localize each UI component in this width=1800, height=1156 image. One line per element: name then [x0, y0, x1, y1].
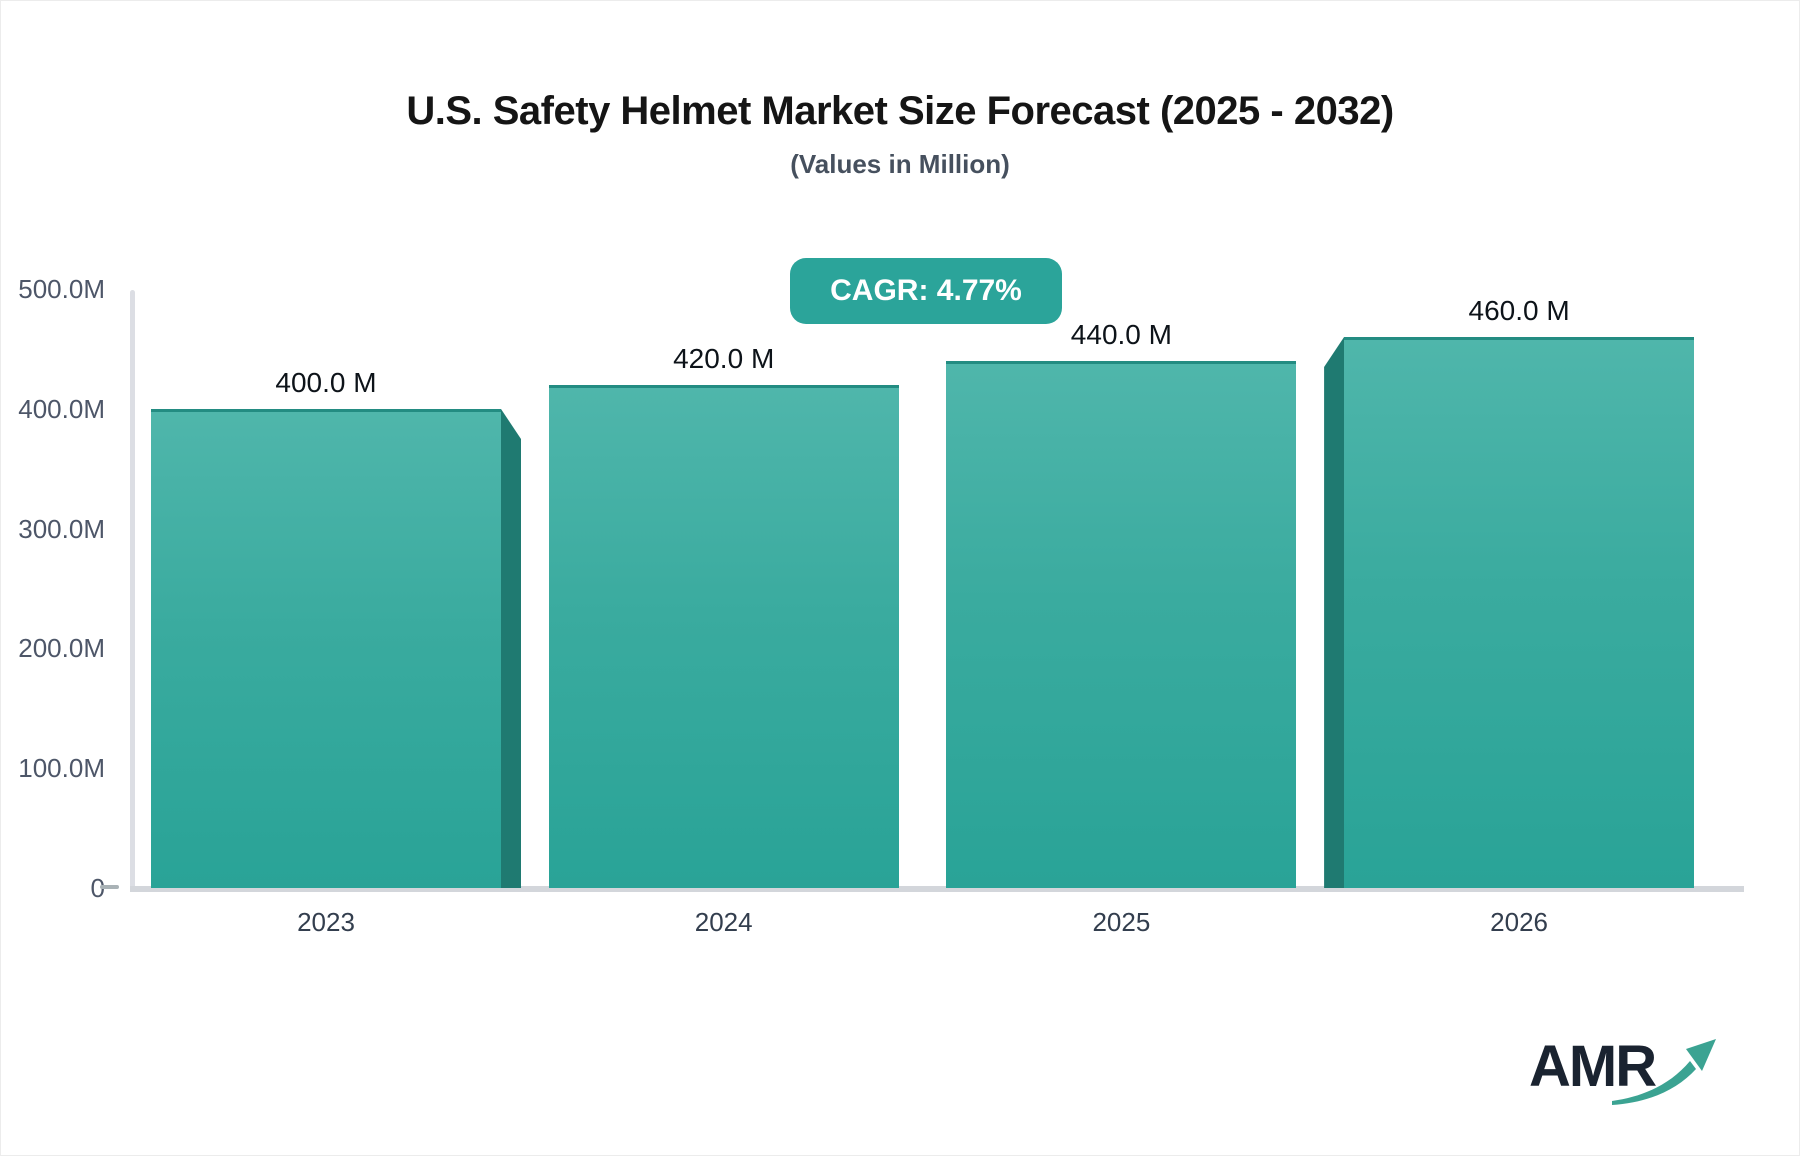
chart-subtitle: (Values in Million) [790, 149, 1010, 179]
y-axis-line [130, 290, 135, 889]
x-axis-label: 2025 [1092, 907, 1151, 937]
bar-3d-edge [1324, 337, 1345, 888]
x-axis-line [130, 886, 1744, 892]
growth-arrow-icon [1612, 1039, 1716, 1105]
bar-value-label: 420.0 M [673, 343, 775, 374]
x-axis-label: 2024 [694, 907, 753, 937]
x-axis-label: 2023 [297, 907, 355, 937]
y-axis-tick-label: 200.0M [18, 633, 105, 664]
bar-value-label: 440.0 M [1070, 319, 1172, 350]
y-axis-tick-label: 100.0M [18, 753, 105, 784]
zero-tick-mark [100, 885, 119, 889]
chart-title: U.S. Safety Helmet Market Size Forecast … [406, 89, 1394, 133]
bar-2023 [151, 409, 501, 888]
amr-logo-text: AMR [1529, 1034, 1657, 1099]
y-axis-tick-label: 400.0M [18, 393, 105, 424]
y-axis-tick-labels: 500.0M 400.0M 300.0M 200.0M 100.0M 0 [1, 1, 105, 1155]
bar-value-label: 460.0 M [1468, 295, 1570, 326]
y-axis-tick-label: 300.0M [18, 513, 105, 544]
bar-value-label: 400.0 M [275, 367, 377, 398]
bar-2026 [1344, 337, 1695, 888]
y-axis-tick-label: 0 [90, 873, 105, 903]
bar-2024 [548, 385, 899, 888]
x-axis-label: 2026 [1490, 907, 1549, 937]
bar-2025 [946, 361, 1297, 888]
cagr-badge: CAGR: 4.77% [790, 258, 1062, 324]
y-axis-tick-label: 500.0M [18, 274, 105, 304]
bar-3d-edge [501, 409, 521, 888]
amr-logo: AMR [1529, 1021, 1759, 1131]
